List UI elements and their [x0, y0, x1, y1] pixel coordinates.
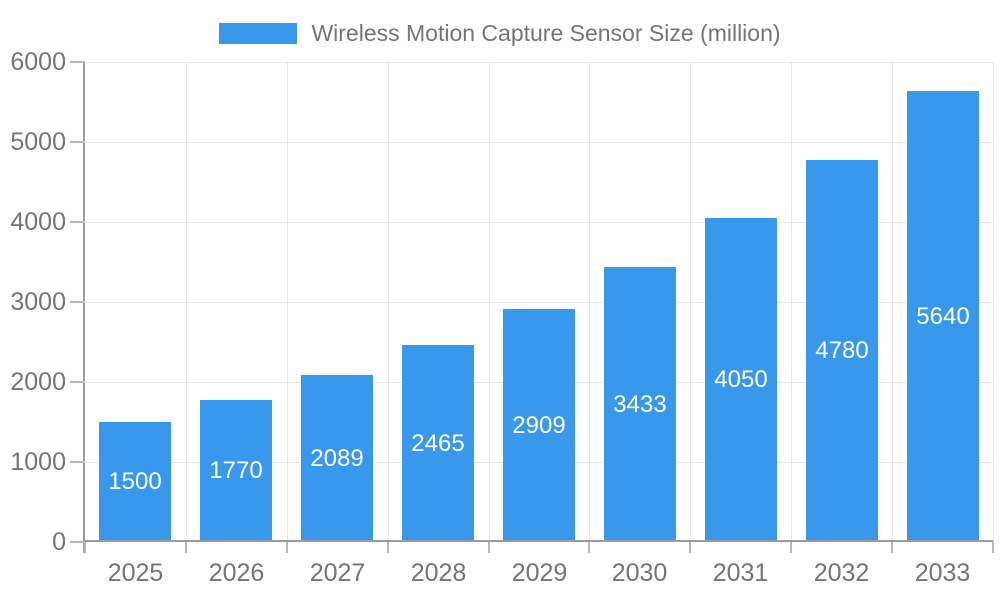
- x-label-2025: 2025: [107, 559, 164, 587]
- y-axis-tick-3000: [70, 301, 85, 303]
- x-label-2030: 2030: [611, 559, 668, 587]
- x-axis-tick-1: [185, 542, 187, 553]
- gridline-vertical-7: [791, 62, 792, 542]
- x-label-2031: 2031: [712, 559, 769, 587]
- x-axis-tick-5: [588, 542, 590, 553]
- bar-2029[interactable]: [503, 309, 575, 542]
- bar-2031[interactable]: [705, 218, 777, 542]
- y-tick-label-2000: 2000: [10, 368, 66, 396]
- x-axis-line: [83, 540, 993, 542]
- gridline-vertical-6: [690, 62, 691, 542]
- y-tick-label-0: 0: [52, 528, 66, 556]
- y-tick-label-1000: 1000: [10, 448, 66, 476]
- gridline-horizontal-4000: [85, 222, 993, 223]
- x-label-2033: 2033: [914, 559, 971, 587]
- legend-label: Wireless Motion Capture Sensor Size (mil…: [311, 20, 781, 46]
- y-tick-label-4000: 4000: [10, 208, 66, 236]
- y-axis-tick-0: [70, 541, 85, 543]
- x-label-2026: 2026: [208, 559, 265, 587]
- bar-2026[interactable]: [200, 400, 272, 542]
- gridline-vertical-1: [186, 62, 187, 542]
- x-axis-tick-7: [790, 542, 792, 553]
- y-axis-tick-6000: [70, 61, 85, 63]
- y-axis-tick-1000: [70, 461, 85, 463]
- gridline-horizontal-3000: [85, 302, 993, 303]
- y-tick-label-5000: 5000: [10, 128, 66, 156]
- bar-2028[interactable]: [402, 345, 474, 542]
- bar-2030[interactable]: [604, 267, 676, 542]
- y-tick-label-6000: 6000: [10, 48, 66, 76]
- gridline-vertical-9: [993, 62, 994, 542]
- x-axis-tick-3: [387, 542, 389, 553]
- x-axis-tick-0: [84, 542, 86, 553]
- gridline-vertical-2: [287, 62, 288, 542]
- gridline-horizontal-6000: [85, 62, 993, 63]
- y-axis-line: [83, 62, 85, 553]
- y-tick-label-3000: 3000: [10, 288, 66, 316]
- x-label-2028: 2028: [410, 559, 467, 587]
- x-label-2029: 2029: [511, 559, 568, 587]
- gridline-vertical-3: [388, 62, 389, 542]
- legend-item[interactable]: Wireless Motion Capture Sensor Size (mil…: [219, 20, 781, 47]
- gridline-vertical-8: [892, 62, 893, 542]
- x-label-2032: 2032: [813, 559, 870, 587]
- y-axis-tick-5000: [70, 141, 85, 143]
- x-axis-tick-6: [689, 542, 691, 553]
- x-axis-tick-2: [286, 542, 288, 553]
- y-axis-tick-4000: [70, 221, 85, 223]
- x-axis-tick-4: [488, 542, 490, 553]
- bar-2032[interactable]: [806, 160, 878, 542]
- x-axis-tick-9: [992, 542, 994, 553]
- gridline-vertical-4: [489, 62, 490, 542]
- gridline-vertical-5: [589, 62, 590, 542]
- bar-2025[interactable]: [99, 422, 171, 542]
- x-label-2027: 2027: [309, 559, 366, 587]
- legend: Wireless Motion Capture Sensor Size (mil…: [0, 20, 1000, 47]
- bar-2033[interactable]: [907, 91, 979, 542]
- gridline-horizontal-5000: [85, 142, 993, 143]
- x-axis-tick-8: [891, 542, 893, 553]
- legend-swatch: [219, 23, 298, 44]
- y-axis-tick-2000: [70, 381, 85, 383]
- bar-2027[interactable]: [301, 375, 373, 542]
